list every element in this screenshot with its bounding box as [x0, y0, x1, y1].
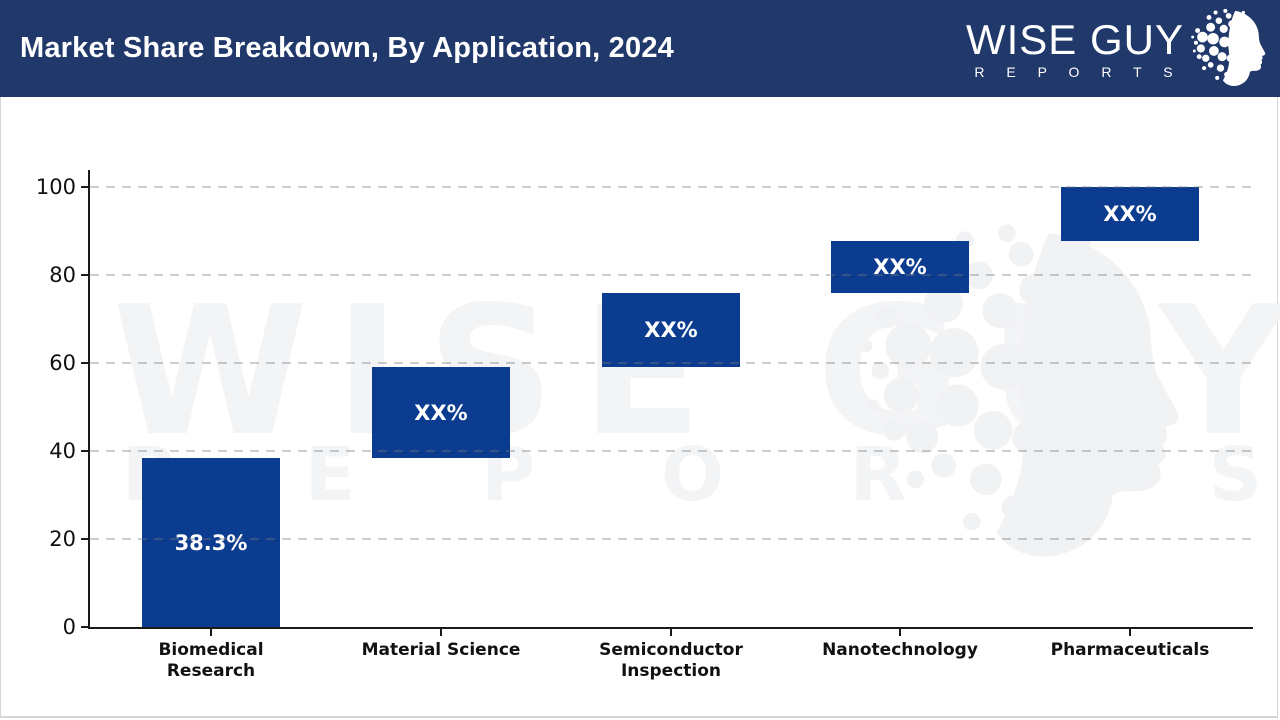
bar-biomedical-research: 38.3% [142, 458, 280, 627]
y-axis-tick [81, 274, 90, 276]
x-axis-tick [1129, 627, 1131, 636]
x-category-label: Semiconductor Inspection [599, 640, 743, 682]
bar-value-label: XX% [873, 255, 927, 280]
x-category-label: Material Science [361, 640, 521, 660]
x-axis-line [88, 627, 1253, 629]
page-title: Market Share Breakdown, By Application, … [20, 32, 674, 64]
dotted-head-logo-icon [1191, 8, 1266, 87]
logo-subtitle: R E P O R T S [974, 63, 1182, 80]
y-axis-tick [81, 186, 90, 188]
bar-pharmaceuticals: XX% [1061, 187, 1199, 242]
x-category-label: Biomedical Research [158, 640, 264, 682]
y-axis-tick-label: 40 [49, 439, 76, 463]
x-category-label: Pharmaceuticals [1050, 640, 1210, 660]
wise-guy-reports-logo: WISE GUY R E P O R T S [966, 6, 1280, 91]
y-axis-tick [81, 362, 90, 364]
y-axis-line [88, 170, 90, 629]
y-axis-tick-label: 80 [49, 263, 76, 287]
y-axis-tick [81, 626, 90, 628]
bar-value-label: 38.3% [174, 530, 248, 555]
bar-semiconductor-inspection: XX% [602, 293, 740, 367]
bar-material-science: XX% [372, 366, 510, 459]
gridline [90, 538, 1253, 540]
x-axis-tick [210, 627, 212, 636]
gridline [90, 450, 1253, 452]
bar-value-label: XX% [644, 317, 698, 342]
header-bar: Market Share Breakdown, By Application, … [0, 0, 1280, 97]
gridline [90, 274, 1253, 276]
bar-value-label: XX% [1103, 202, 1157, 227]
x-axis-tick [899, 627, 901, 636]
logo-text: WISE GUY R E P O R T S [965, 15, 1184, 80]
y-axis-tick-label: 100 [35, 175, 76, 199]
x-axis-tick [440, 627, 442, 636]
bar-value-label: XX% [414, 400, 468, 425]
y-axis-tick [81, 450, 90, 452]
gridline [90, 362, 1253, 364]
gridline [90, 186, 1253, 188]
bar-nanotechnology: XX% [831, 241, 969, 294]
x-category-label: Nanotechnology [822, 640, 978, 660]
y-axis-tick [81, 538, 90, 540]
y-axis-tick-label: 60 [49, 351, 76, 375]
logo-wordmark: WISE GUY [965, 15, 1184, 63]
y-axis-tick-label: 20 [49, 527, 76, 551]
y-axis-tick-label: 0 [62, 615, 76, 639]
x-axis-tick [670, 627, 672, 636]
